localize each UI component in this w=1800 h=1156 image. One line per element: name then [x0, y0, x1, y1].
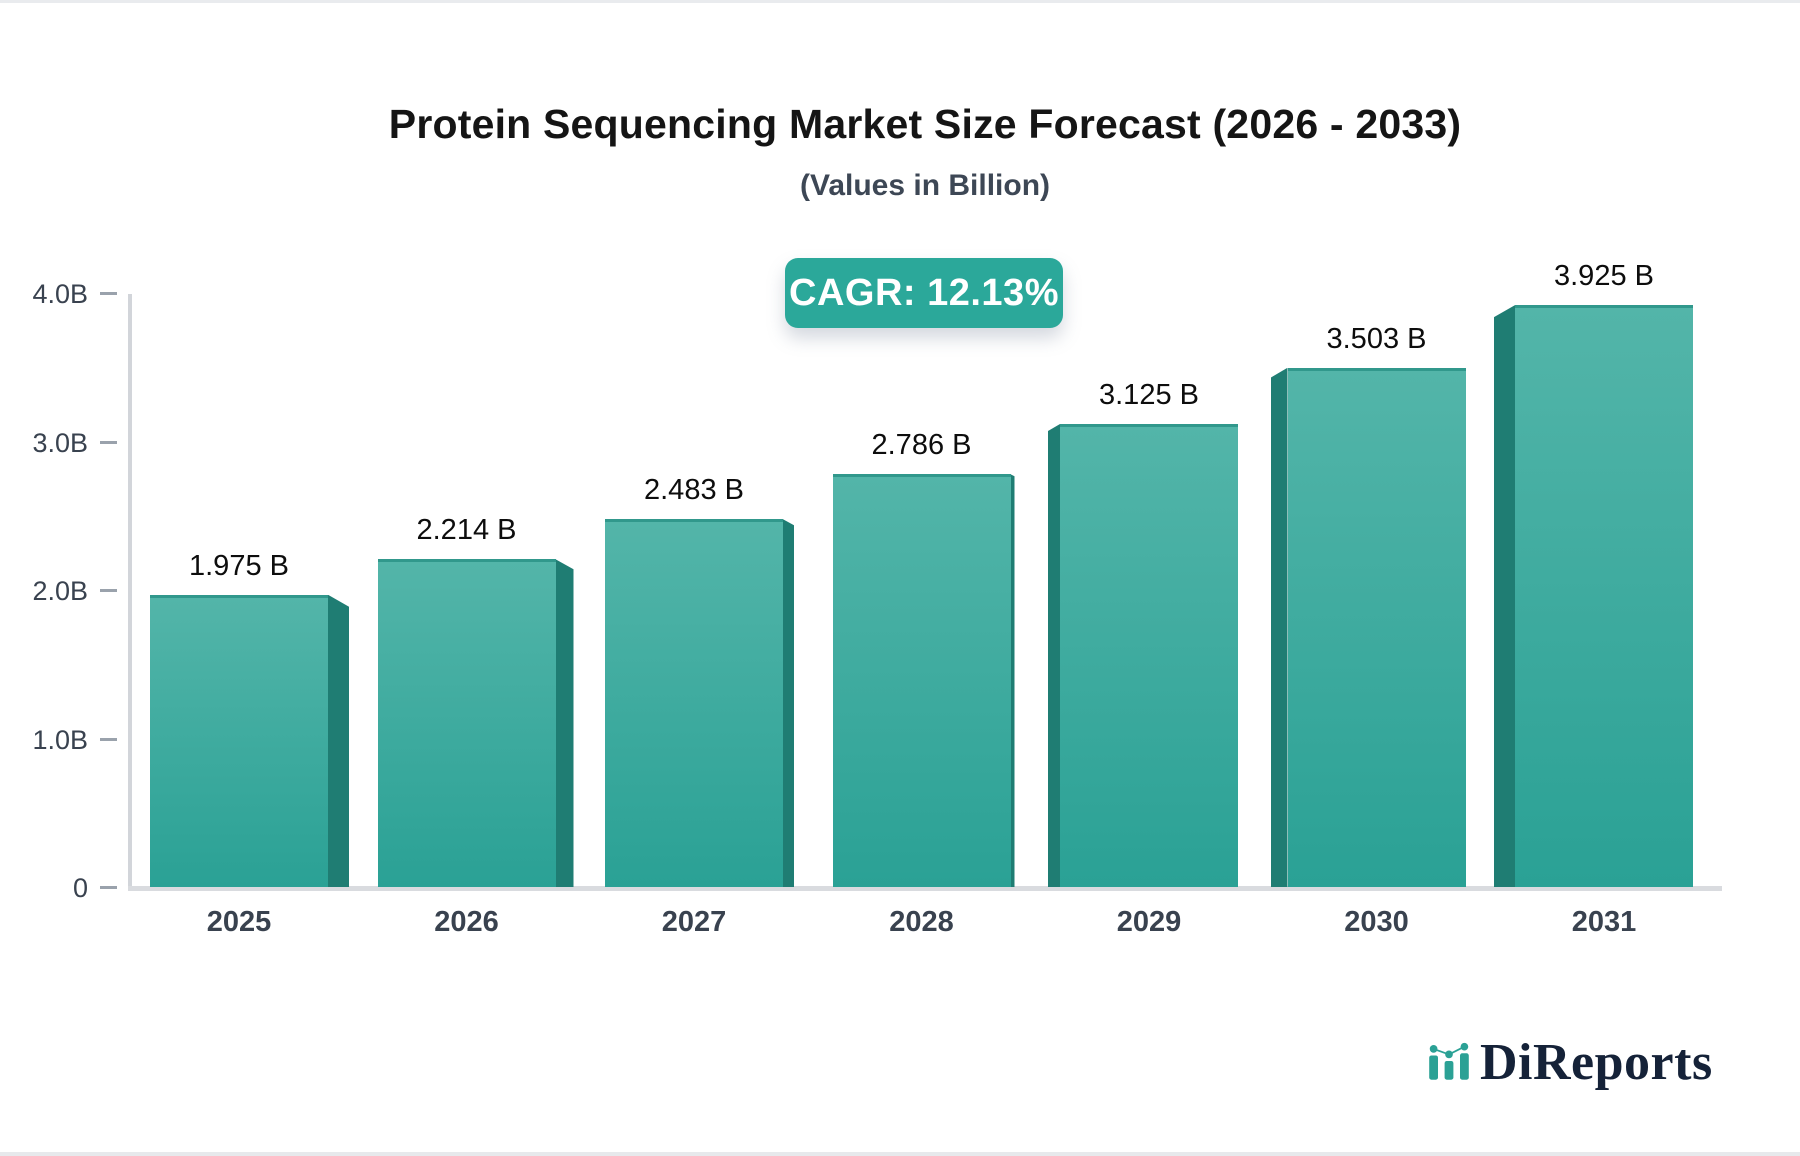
x-axis-label: 2028 — [889, 906, 954, 938]
bar — [1515, 305, 1693, 887]
bar — [605, 519, 783, 887]
y-tick-mark — [100, 886, 117, 889]
bar-side-face — [328, 594, 349, 887]
bar-value-label: 2.214 B — [416, 514, 517, 547]
x-axis-label: 2025 — [206, 906, 272, 938]
y-tick-label: 2.0B — [32, 576, 88, 606]
x-axis-label: 2030 — [1344, 906, 1409, 938]
bar-value-label: 2.483 B — [644, 474, 744, 507]
bar-side-face — [1270, 367, 1288, 887]
bar-value-label: 3.125 B — [1099, 378, 1199, 411]
direports-logo-text: DiReports — [1480, 1034, 1713, 1091]
x-axis-label: 2026 — [434, 906, 499, 938]
bar-value-label: 3.503 B — [1326, 322, 1427, 355]
y-tick-label: 3.0B — [32, 427, 88, 458]
y-tick-mark — [100, 589, 117, 592]
bar-chart-trend-icon — [1429, 1042, 1469, 1080]
y-tick-mark — [100, 440, 117, 444]
bar — [150, 594, 328, 887]
bar-side-face — [1494, 305, 1515, 887]
bar-side-face — [555, 559, 574, 887]
cagr-badge: CAGR: 12.13% — [785, 258, 1063, 328]
bar — [832, 474, 1011, 887]
x-axis-label: 2031 — [1571, 906, 1637, 938]
bar — [1060, 423, 1238, 887]
direports-logo: DiReports — [1427, 1033, 1713, 1089]
x-axis-label: 2027 — [661, 906, 727, 938]
y-tick-label: 4.0B — [32, 279, 88, 309]
y-tick-mark — [100, 737, 117, 741]
bar — [377, 559, 556, 887]
y-tick-label: 1.0B — [32, 724, 88, 755]
bar-side-face — [1010, 474, 1015, 887]
bar — [1287, 367, 1466, 887]
chart-subtitle: (Values in Billion) — [799, 169, 1051, 202]
chart-title: Protein Sequencing Market Size Forecast … — [388, 101, 1462, 147]
bar-value-label: 1.975 B — [189, 549, 289, 582]
bar-value-label: 3.925 B — [1554, 260, 1654, 293]
y-tick-mark — [100, 292, 117, 295]
y-tick-label: 0 — [72, 873, 88, 903]
bar-side-face — [1048, 423, 1060, 887]
x-axis-label: 2029 — [1116, 906, 1182, 938]
bar-value-label: 2.786 B — [871, 429, 972, 462]
y-axis-line — [128, 294, 132, 889]
x-axis-line — [128, 886, 1722, 891]
bar-side-face — [783, 519, 794, 887]
